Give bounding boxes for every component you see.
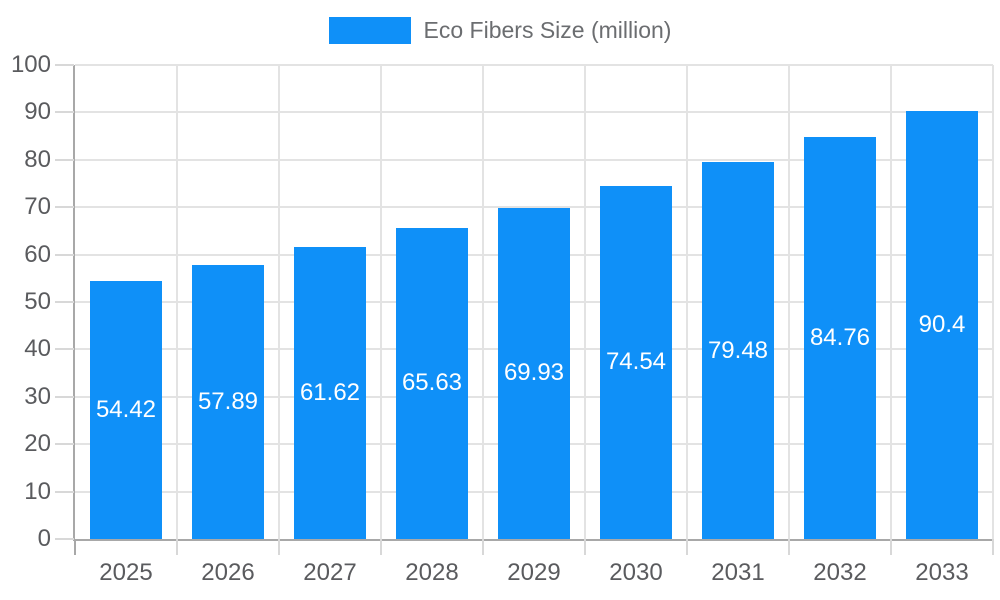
x-axis-label: 2028	[405, 559, 459, 586]
h-gridline	[75, 158, 993, 161]
bar-value-label: 54.42	[95, 396, 157, 424]
x-axis-label: 2033	[915, 559, 969, 586]
bar-value-label: 61.62	[299, 378, 361, 406]
x-axis-tick	[788, 539, 790, 555]
bar-value-label: 74.54	[605, 348, 667, 376]
v-gridline	[686, 65, 688, 539]
v-gridline	[584, 65, 586, 539]
x-axis-tick	[992, 539, 994, 555]
y-axis-label: 30	[24, 382, 51, 410]
y-axis-tick	[55, 158, 74, 161]
legend[interactable]: Eco Fibers Size (million)	[0, 15, 1000, 45]
x-axis-label: 2029	[507, 559, 561, 586]
y-axis-tick	[55, 348, 74, 351]
x-axis-label: 2027	[303, 559, 357, 586]
y-axis-tick	[55, 395, 74, 398]
y-axis-tick	[55, 64, 74, 66]
bar-value-label: 57.89	[197, 387, 259, 415]
x-axis-tick	[482, 539, 484, 555]
v-gridline	[176, 65, 178, 539]
bar-value-label: 65.63	[401, 369, 463, 397]
bar: 79.48	[701, 162, 775, 539]
y-axis-label: 50	[24, 288, 51, 315]
legend-label: Eco Fibers Size (million)	[423, 17, 672, 43]
bar: 57.89	[191, 264, 265, 539]
y-axis-tick	[55, 490, 74, 493]
x-axis-tick	[686, 539, 688, 555]
y-axis-label: 40	[24, 335, 51, 363]
y-axis-tick	[55, 443, 74, 446]
y-axis-label: 100	[10, 51, 51, 78]
v-gridline	[380, 65, 382, 539]
bar: 84.76	[803, 137, 877, 539]
v-gridline	[278, 65, 280, 539]
x-axis-tick	[380, 539, 382, 555]
y-axis-tick	[55, 538, 74, 540]
y-axis-label: 0	[37, 525, 51, 552]
x-axis-label: 2030	[609, 559, 663, 586]
bar: 65.63	[395, 227, 469, 539]
bar-value-label: 79.48	[707, 336, 769, 364]
y-axis-tick	[55, 253, 74, 256]
v-gridline	[890, 65, 892, 539]
x-axis-tick	[584, 539, 586, 555]
y-axis-tick	[55, 301, 74, 303]
bar: 69.93	[497, 207, 571, 539]
bar-value-label: 90.4	[918, 310, 966, 338]
bar: 74.54	[599, 185, 673, 539]
x-axis-label: 2031	[711, 559, 765, 586]
legend-swatch	[328, 16, 411, 44]
v-gridline	[992, 65, 994, 539]
x-axis-tick	[176, 539, 178, 555]
plot-area: 0 10 20 30 40 50 60 70 80 90 100 54.42 2025 57.89 2026…	[11, 51, 994, 586]
v-gridline	[788, 65, 790, 539]
x-axis-label: 2032	[813, 559, 867, 586]
y-axis-tick	[55, 206, 74, 209]
y-axis-label: 70	[24, 193, 51, 221]
bar-value-label: 84.76	[809, 324, 871, 352]
x-axis-label: 2025	[99, 559, 153, 586]
h-gridline	[75, 64, 993, 66]
y-axis-tick	[55, 111, 74, 114]
h-gridline	[75, 111, 993, 114]
x-axis-tick	[890, 539, 892, 555]
h-gridline	[75, 206, 993, 209]
bar: 90.4	[905, 110, 979, 539]
x-axis-tick	[74, 539, 76, 555]
bar-value-label: 69.93	[503, 359, 565, 387]
bar: 54.42	[89, 281, 163, 539]
v-gridline	[482, 65, 484, 539]
bar: 61.62	[293, 246, 367, 539]
y-axis-label: 20	[24, 430, 51, 458]
y-axis-label: 60	[24, 240, 51, 268]
y-axis-label: 80	[24, 145, 51, 173]
x-axis-tick	[278, 539, 280, 555]
y-axis-label: 90	[24, 98, 51, 126]
y-axis-label: 10	[24, 477, 51, 505]
x-axis-label: 2026	[201, 559, 255, 586]
